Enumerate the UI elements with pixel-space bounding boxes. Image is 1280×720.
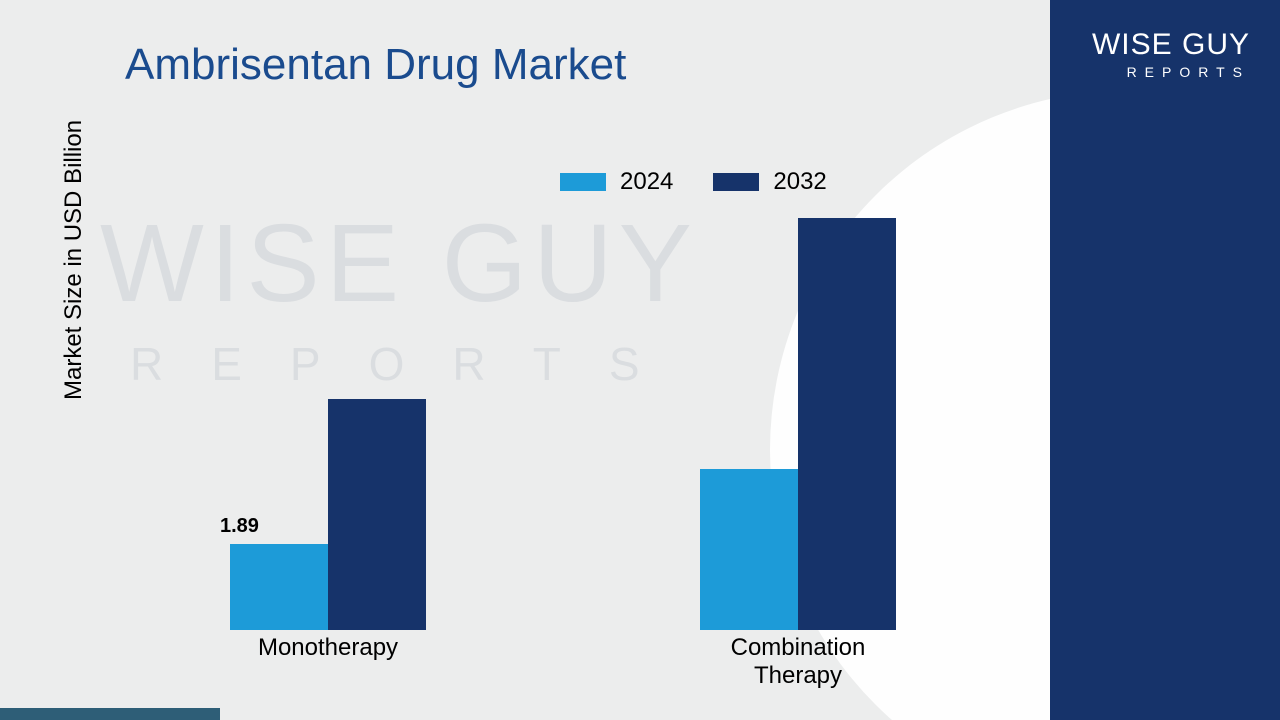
plot-area: 1.89MonotherapyCombinationTherapy [100, 200, 1070, 630]
legend-item-2032: 2032 [713, 168, 826, 196]
brand-logo-line2: REPORTS [1092, 64, 1250, 80]
legend: 2024 2032 [560, 168, 827, 196]
legend-item-2024: 2024 [560, 168, 673, 196]
bar-value-label: 1.89 [220, 515, 259, 538]
legend-swatch-2032 [713, 173, 759, 191]
right-brand-panel [1050, 0, 1280, 720]
bar [328, 399, 426, 630]
category-label: CombinationTherapy [678, 634, 918, 689]
chart-title: Ambrisentan Drug Market [125, 40, 626, 90]
bar [798, 218, 896, 630]
decorative-bottom-bar [0, 708, 220, 720]
legend-swatch-2024 [560, 173, 606, 191]
legend-label-2024: 2024 [620, 168, 673, 196]
bar [230, 544, 328, 630]
brand-logo: WISE GUY REPORTS [1092, 28, 1250, 80]
chart-canvas: WISE GUY REPORTS Ambrisentan Drug Market… [0, 0, 1280, 720]
y-axis-label: Market Size in USD Billion [60, 120, 88, 400]
bar [700, 469, 798, 630]
category-label: Monotherapy [208, 634, 448, 662]
brand-logo-line1: WISE GUY [1092, 28, 1250, 62]
legend-label-2032: 2032 [773, 168, 826, 196]
